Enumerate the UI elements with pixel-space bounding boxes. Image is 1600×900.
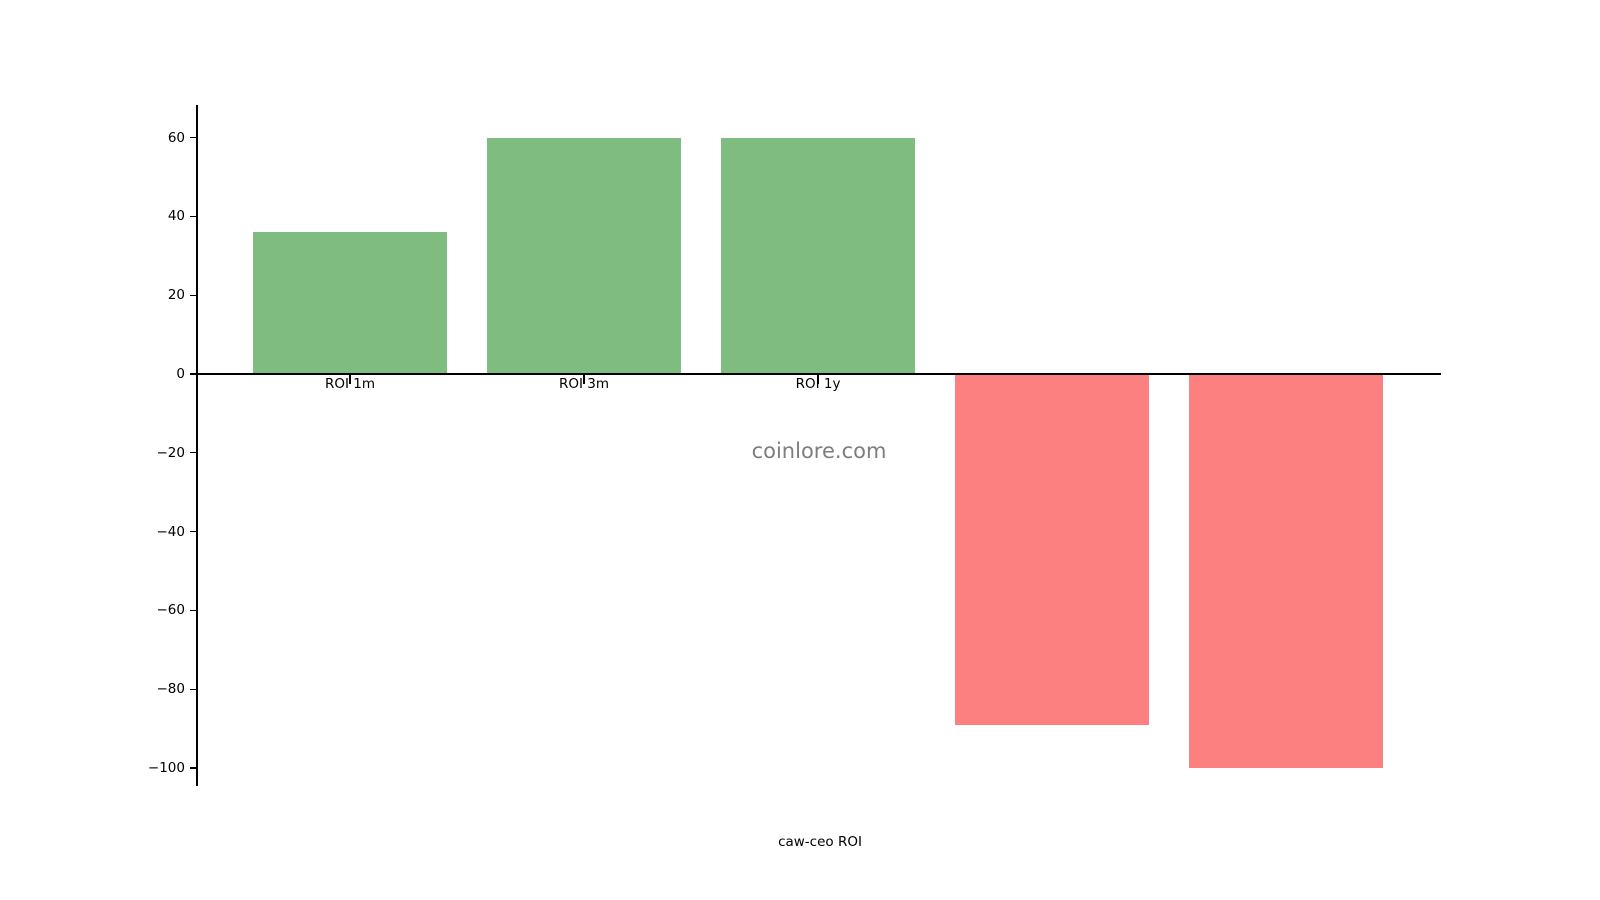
- x-axis-line: [197, 373, 1441, 375]
- bar: [253, 232, 447, 374]
- y-tick-label: 60: [167, 129, 185, 146]
- bar: [1189, 374, 1383, 768]
- y-tick-label: 20: [167, 287, 185, 304]
- y-tick-mark: [190, 609, 197, 612]
- bar: [721, 137, 915, 374]
- y-axis-line: [196, 105, 198, 786]
- y-tick-label: 40: [167, 208, 185, 225]
- y-tick-mark: [190, 767, 197, 769]
- y-tick-mark: [190, 136, 197, 139]
- x-tick-label: ROI 3m: [558, 375, 610, 392]
- y-tick-mark: [190, 294, 197, 296]
- x-tick-label: ROI 1y: [795, 375, 841, 392]
- y-tick-label: −100: [147, 760, 185, 776]
- x-tick-mark: [349, 374, 351, 384]
- bar: [955, 374, 1149, 725]
- y-tick-mark: [190, 373, 197, 375]
- y-tick-mark: [190, 688, 197, 690]
- x-tick-label: ROI 1m: [324, 375, 376, 392]
- y-tick-label: −20: [156, 444, 186, 461]
- bar: [487, 137, 681, 374]
- y-tick-mark: [190, 215, 197, 218]
- x-tick-mark: [817, 374, 819, 384]
- watermark: coinlore.com: [751, 439, 887, 463]
- chart-title: caw-ceo ROI: [778, 834, 862, 850]
- x-tick-mark: [583, 374, 585, 384]
- y-tick-label: 0: [176, 366, 185, 382]
- y-tick-label: −40: [156, 523, 186, 540]
- y-tick-label: −80: [156, 681, 186, 698]
- y-tick-mark: [190, 452, 197, 454]
- y-tick-label: −60: [156, 602, 186, 619]
- y-tick-mark: [190, 530, 197, 533]
